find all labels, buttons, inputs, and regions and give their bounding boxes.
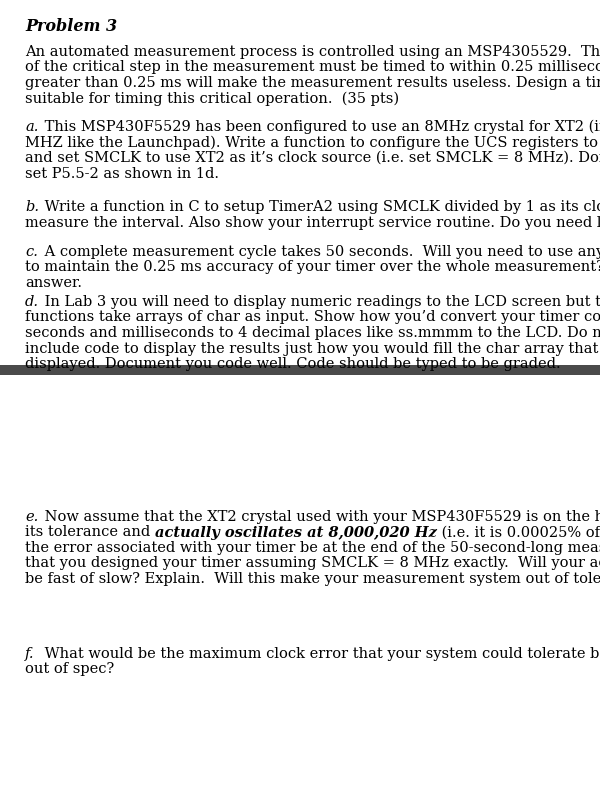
Text: e.: e.	[25, 510, 38, 524]
Text: to maintain the 0.25 ms accuracy of your timer over the whole measurement? Expla: to maintain the 0.25 ms accuracy of your…	[25, 260, 600, 274]
Text: Write a function in C to setup TimerA2 using SMCLK divided by 1 as its clock to: Write a function in C to setup TimerA2 u…	[40, 200, 600, 214]
Text: What would be the maximum clock error that your system could tolerate before bei: What would be the maximum clock error th…	[40, 647, 600, 661]
Text: MHZ like the Launchpad). Write a function to configure the UCS registers to turn: MHZ like the Launchpad). Write a functio…	[25, 136, 600, 150]
Text: and set SMCLK to use XT2 as it’s clock source (i.e. set SMCLK = 8 MHz). Don’t fo: and set SMCLK to use XT2 as it’s clock s…	[25, 151, 600, 166]
Text: greater than 0.25 ms will make the measurement results useless. Design a timing : greater than 0.25 ms will make the measu…	[25, 76, 600, 90]
Text: A complete measurement cycle takes 50 seconds.  Will you need to use any leap co: A complete measurement cycle takes 50 se…	[40, 245, 600, 259]
Text: of the critical step in the measurement must be timed to within 0.25 millisecond: of the critical step in the measurement …	[25, 60, 600, 75]
Bar	[0, 365, 600, 375]
Text: f.: f.	[25, 647, 35, 661]
Text: (i.e. it is 0.00025% off.)  What would: (i.e. it is 0.00025% off.) What would	[437, 526, 600, 539]
Text: functions take arrays of char as input. Show how you’d convert your timer count : functions take arrays of char as input. …	[25, 311, 600, 324]
Text: Problem 3: Problem 3	[25, 18, 117, 35]
Text: This MSP430F5529 has been configured to use an 8MHz crystal for XT2 (instead of : This MSP430F5529 has been configured to …	[40, 120, 600, 134]
Text: answer.: answer.	[25, 276, 82, 290]
Text: the error associated with your timer be at the end of the 50-second-long measure: the error associated with your timer be …	[25, 541, 600, 555]
Text: set P5.5-2 as shown in 1d.: set P5.5-2 as shown in 1d.	[25, 167, 219, 181]
Text: that you designed your timer assuming SMCLK = 8 MHz exactly.  Will your actual t: that you designed your timer assuming SM…	[25, 557, 600, 570]
Text: c.: c.	[25, 245, 38, 259]
Text: measure the interval. Also show your interrupt service routine. Do you need leap: measure the interval. Also show your int…	[25, 216, 600, 229]
Text: Now assume that the XT2 crystal used with your MSP430F5529 is on the high end of: Now assume that the XT2 crystal used wit…	[40, 510, 600, 524]
Text: a.: a.	[25, 120, 38, 134]
Text: be fast of slow? Explain.  Will this make your measurement system out of toleran: be fast of slow? Explain. Will this make…	[25, 572, 600, 586]
Text: d.: d.	[25, 295, 39, 309]
Text: In Lab 3 you will need to display numeric readings to the LCD screen but the LCD: In Lab 3 you will need to display numeri…	[40, 295, 600, 309]
Text: An automated measurement process is controlled using an MSP4305529.  The executi: An automated measurement process is cont…	[25, 45, 600, 59]
Text: its tolerance and: its tolerance and	[25, 526, 155, 539]
Text: seconds and milliseconds to 4 decimal places like ss.mmmm to the LCD. Do not hav: seconds and milliseconds to 4 decimal pl…	[25, 326, 600, 340]
Text: include code to display the results just how you would fill the char array that : include code to display the results just…	[25, 342, 600, 355]
Text: actually oscillates at 8,000,020 Hz: actually oscillates at 8,000,020 Hz	[155, 526, 437, 539]
Text: b.: b.	[25, 200, 39, 214]
Text: displayed. Document you code well. Code should be typed to be graded.: displayed. Document you code well. Code …	[25, 357, 560, 371]
Text: suitable for timing this critical operation.  (35 pts): suitable for timing this critical operat…	[25, 91, 399, 106]
Text: out of spec?: out of spec?	[25, 662, 114, 676]
